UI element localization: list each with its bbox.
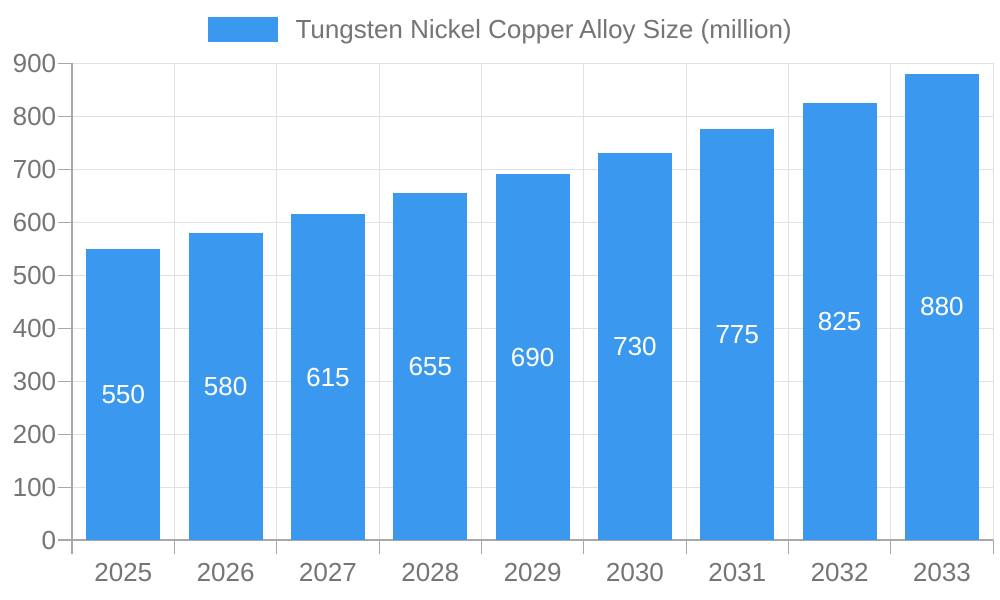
y-axis-tick [58, 221, 72, 223]
x-gridline [378, 63, 380, 540]
y-tick-label: 200 [12, 419, 56, 449]
y-axis-line [71, 63, 73, 554]
bar-value-label: 775 [715, 319, 759, 350]
bar-value-label: 550 [101, 378, 145, 409]
x-gridline [276, 63, 278, 540]
x-axis-line [58, 539, 993, 541]
x-tick-label: 2028 [401, 557, 460, 587]
x-axis-tick [890, 540, 892, 554]
x-tick-label: 2026 [196, 557, 255, 587]
bar-2026: 580 [188, 232, 263, 540]
legend-swatch-icon [208, 17, 279, 42]
x-gridline [890, 63, 892, 540]
y-axis-tick [58, 486, 72, 488]
y-tick-label: 600 [12, 207, 56, 237]
y-axis-tick [58, 168, 72, 170]
bar-value-label: 730 [613, 331, 657, 362]
y-tick-label: 0 [41, 525, 56, 555]
x-axis-tick [787, 540, 789, 554]
y-tick-label: 800 [12, 101, 56, 131]
x-tick-label: 2030 [605, 557, 664, 587]
bar-2029: 690 [495, 174, 570, 540]
x-axis-tick [276, 540, 278, 554]
y-axis-tick [58, 115, 72, 117]
bar-2030: 730 [597, 153, 672, 540]
x-axis-tick [992, 540, 994, 554]
y-tick-label: 100 [12, 472, 56, 502]
bar-value-label: 615 [306, 361, 350, 392]
x-tick-label: 2029 [503, 557, 562, 587]
legend-item[interactable]: Tungsten Nickel Copper Alloy Size (milli… [208, 14, 792, 45]
y-axis-tick [58, 433, 72, 435]
y-tick-label: 900 [12, 48, 56, 78]
y-gridline [72, 62, 993, 64]
y-axis-tick [58, 380, 72, 382]
y-tick-label: 500 [12, 260, 56, 290]
y-tick-label: 400 [12, 313, 56, 343]
x-axis-tick [480, 540, 482, 554]
x-gridline [173, 63, 175, 540]
x-gridline [583, 63, 585, 540]
x-gridline [685, 63, 687, 540]
x-tick-label: 2031 [708, 557, 767, 587]
bar-2033: 880 [904, 73, 979, 540]
y-axis-tick [58, 274, 72, 276]
bar-2028: 655 [393, 192, 468, 540]
y-gridline [72, 168, 993, 170]
bar-value-label: 690 [510, 341, 555, 372]
x-gridline [480, 63, 482, 540]
bar-value-label: 655 [408, 350, 452, 381]
y-tick-label: 300 [12, 366, 56, 396]
bar-value-label: 880 [920, 291, 964, 322]
bar-2031: 775 [700, 129, 775, 540]
bar-2027: 615 [290, 214, 365, 540]
x-tick-label: 2033 [912, 557, 971, 587]
x-tick-label: 2025 [94, 557, 153, 587]
y-axis-tick [58, 62, 72, 64]
y-gridline [72, 115, 993, 117]
y-tick-label: 700 [12, 154, 56, 184]
y-axis-tick [58, 327, 72, 329]
x-tick-label: 2027 [298, 557, 357, 587]
bar-value-label: 580 [203, 370, 248, 401]
chart-legend: Tungsten Nickel Copper Alloy Size (milli… [0, 14, 1000, 45]
x-axis-tick [685, 540, 687, 554]
x-gridline [787, 63, 789, 540]
x-axis-tick [378, 540, 380, 554]
x-gridline [992, 63, 994, 540]
bar-2025: 550 [86, 248, 161, 540]
bar-value-label: 825 [817, 305, 862, 336]
x-axis-tick [583, 540, 585, 554]
x-axis-tick [173, 540, 175, 554]
legend-label: Tungsten Nickel Copper Alloy Size (milli… [295, 14, 792, 44]
x-tick-label: 2032 [810, 557, 869, 587]
bar-2032: 825 [802, 102, 877, 540]
